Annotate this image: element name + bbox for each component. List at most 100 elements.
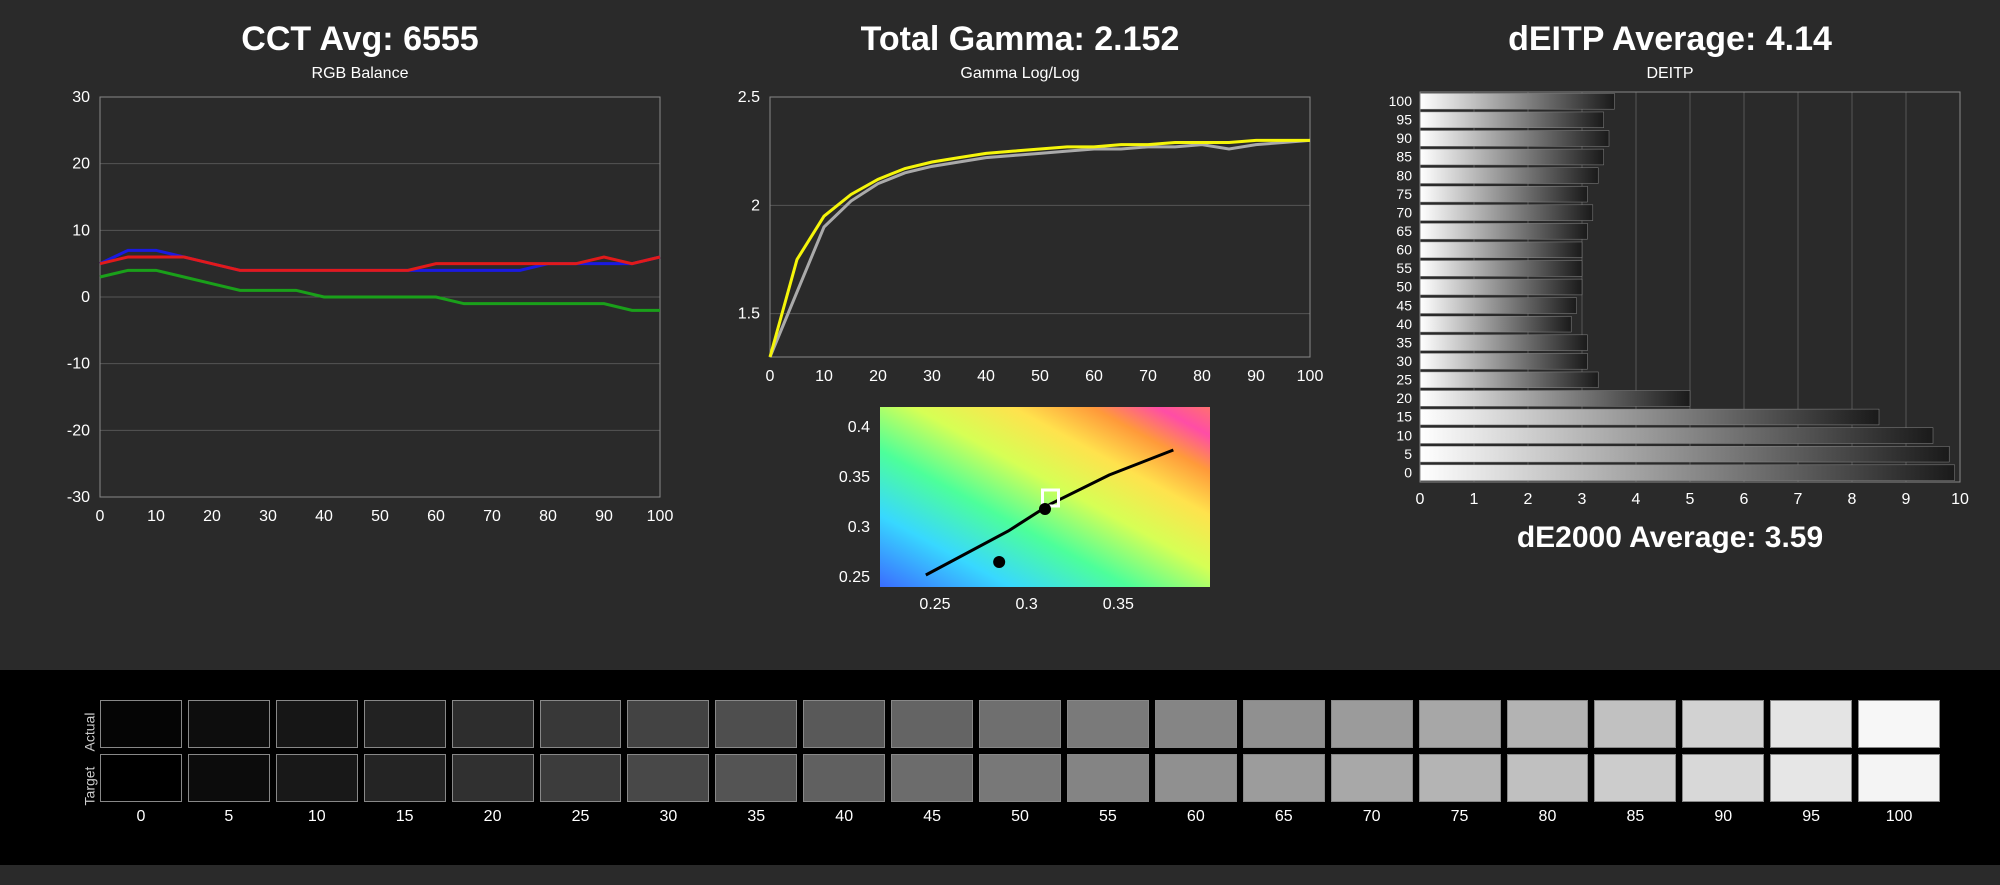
svg-text:5: 5 xyxy=(1686,491,1695,508)
swatch-step-label: 10 xyxy=(276,808,358,826)
swatch-target xyxy=(979,754,1061,802)
swatch-actual xyxy=(452,700,534,748)
swatch-step-label: 15 xyxy=(364,808,446,826)
svg-text:70: 70 xyxy=(483,508,501,525)
dashboard: CCT Avg: 6555 RGB Balance -30-20-1001020… xyxy=(0,0,2000,885)
swatch-step-label: 30 xyxy=(627,808,709,826)
swatch-target xyxy=(276,754,358,802)
svg-text:4: 4 xyxy=(1632,491,1641,508)
swatch-step-label: 45 xyxy=(891,808,973,826)
svg-text:9: 9 xyxy=(1902,491,1911,508)
rgb-chart-title: RGB Balance xyxy=(312,65,409,83)
grayscale-strip: Actual Target 05101520253035404550556065… xyxy=(0,670,2000,865)
svg-text:1.5: 1.5 xyxy=(738,306,760,323)
swatch-target xyxy=(891,754,973,802)
svg-text:30: 30 xyxy=(72,89,90,106)
svg-text:0.25: 0.25 xyxy=(919,596,950,613)
swatch-actual xyxy=(100,700,182,748)
svg-text:1: 1 xyxy=(1470,491,1479,508)
swatch-step-label: 85 xyxy=(1594,808,1676,826)
swatch-row-target xyxy=(100,754,1940,802)
svg-text:10: 10 xyxy=(815,368,833,385)
svg-text:10: 10 xyxy=(72,222,90,239)
svg-text:-30: -30 xyxy=(67,489,90,506)
svg-text:0: 0 xyxy=(766,368,775,385)
swatch-target xyxy=(715,754,797,802)
swatch-actual xyxy=(188,700,270,748)
svg-text:90: 90 xyxy=(1247,368,1265,385)
svg-text:100: 100 xyxy=(1297,368,1324,385)
swatch-target xyxy=(1858,754,1940,802)
swatch-step-label: 90 xyxy=(1682,808,1764,826)
svg-text:100: 100 xyxy=(1389,93,1413,109)
svg-text:60: 60 xyxy=(1396,242,1412,258)
svg-text:0: 0 xyxy=(96,508,105,525)
cct-headline: CCT Avg: 6555 xyxy=(241,20,478,59)
svg-text:2.5: 2.5 xyxy=(738,89,760,106)
swatch-step-label: 0 xyxy=(100,808,182,826)
svg-text:30: 30 xyxy=(923,368,941,385)
label-target: Target xyxy=(81,767,97,806)
svg-text:0.3: 0.3 xyxy=(1016,596,1038,613)
swatch-step-label: 80 xyxy=(1507,808,1589,826)
svg-text:50: 50 xyxy=(1396,279,1412,295)
svg-text:50: 50 xyxy=(371,508,389,525)
svg-text:20: 20 xyxy=(72,156,90,173)
svg-text:60: 60 xyxy=(427,508,445,525)
svg-text:0.35: 0.35 xyxy=(1103,596,1134,613)
swatch-actual xyxy=(979,700,1061,748)
swatch-actual xyxy=(1155,700,1237,748)
gamma-headline: Total Gamma: 2.152 xyxy=(861,20,1180,59)
cie-chart: 0.250.30.350.40.250.30.35 xyxy=(810,397,1230,617)
svg-text:0.35: 0.35 xyxy=(839,469,870,486)
svg-text:75: 75 xyxy=(1396,186,1412,202)
swatch-step-label: 100 xyxy=(1858,808,1940,826)
svg-text:35: 35 xyxy=(1396,334,1412,350)
swatch-actual xyxy=(1858,700,1940,748)
swatch-target xyxy=(1682,754,1764,802)
swatch-target xyxy=(540,754,622,802)
swatch-row-actual xyxy=(100,700,1940,748)
rgb-balance-chart: -30-20-1001020300102030405060708090100 xyxy=(40,87,680,537)
swatch-target xyxy=(452,754,534,802)
swatch-step-label: 70 xyxy=(1331,808,1413,826)
swatch-actual xyxy=(364,700,446,748)
swatch-step-label: 5 xyxy=(188,808,270,826)
svg-text:0.4: 0.4 xyxy=(848,419,870,436)
swatch-step-label: 60 xyxy=(1155,808,1237,826)
swatch-actual xyxy=(1067,700,1149,748)
svg-text:6: 6 xyxy=(1740,491,1749,508)
svg-text:85: 85 xyxy=(1396,149,1412,165)
swatch-step-label: 55 xyxy=(1067,808,1149,826)
swatch-target xyxy=(1507,754,1589,802)
swatch-actual xyxy=(627,700,709,748)
svg-text:90: 90 xyxy=(1396,130,1412,146)
svg-text:95: 95 xyxy=(1396,112,1412,128)
svg-text:10: 10 xyxy=(1951,491,1969,508)
deitp-chart: 0123456789101009590858075706560555045403… xyxy=(1360,87,1980,517)
svg-text:55: 55 xyxy=(1396,260,1412,276)
svg-text:0: 0 xyxy=(81,289,90,306)
svg-text:30: 30 xyxy=(259,508,277,525)
panel-gamma: Total Gamma: 2.152 Gamma Log/Log 1.522.5… xyxy=(710,20,1330,670)
swatch-target xyxy=(627,754,709,802)
gamma-chart-title: Gamma Log/Log xyxy=(960,65,1079,83)
svg-text:60: 60 xyxy=(1085,368,1103,385)
swatch-step-label: 75 xyxy=(1419,808,1501,826)
swatch-actual xyxy=(1507,700,1589,748)
swatch-target xyxy=(1155,754,1237,802)
svg-text:80: 80 xyxy=(1396,167,1412,183)
swatch-target xyxy=(1419,754,1501,802)
svg-text:80: 80 xyxy=(1193,368,1211,385)
svg-text:80: 80 xyxy=(539,508,557,525)
swatch-actual xyxy=(1682,700,1764,748)
svg-text:45: 45 xyxy=(1396,297,1412,313)
svg-text:50: 50 xyxy=(1031,368,1049,385)
svg-text:20: 20 xyxy=(203,508,221,525)
svg-text:7: 7 xyxy=(1794,491,1803,508)
svg-text:40: 40 xyxy=(1396,316,1412,332)
svg-text:65: 65 xyxy=(1396,223,1412,239)
svg-text:40: 40 xyxy=(977,368,995,385)
swatch-actual xyxy=(715,700,797,748)
svg-text:100: 100 xyxy=(647,508,674,525)
